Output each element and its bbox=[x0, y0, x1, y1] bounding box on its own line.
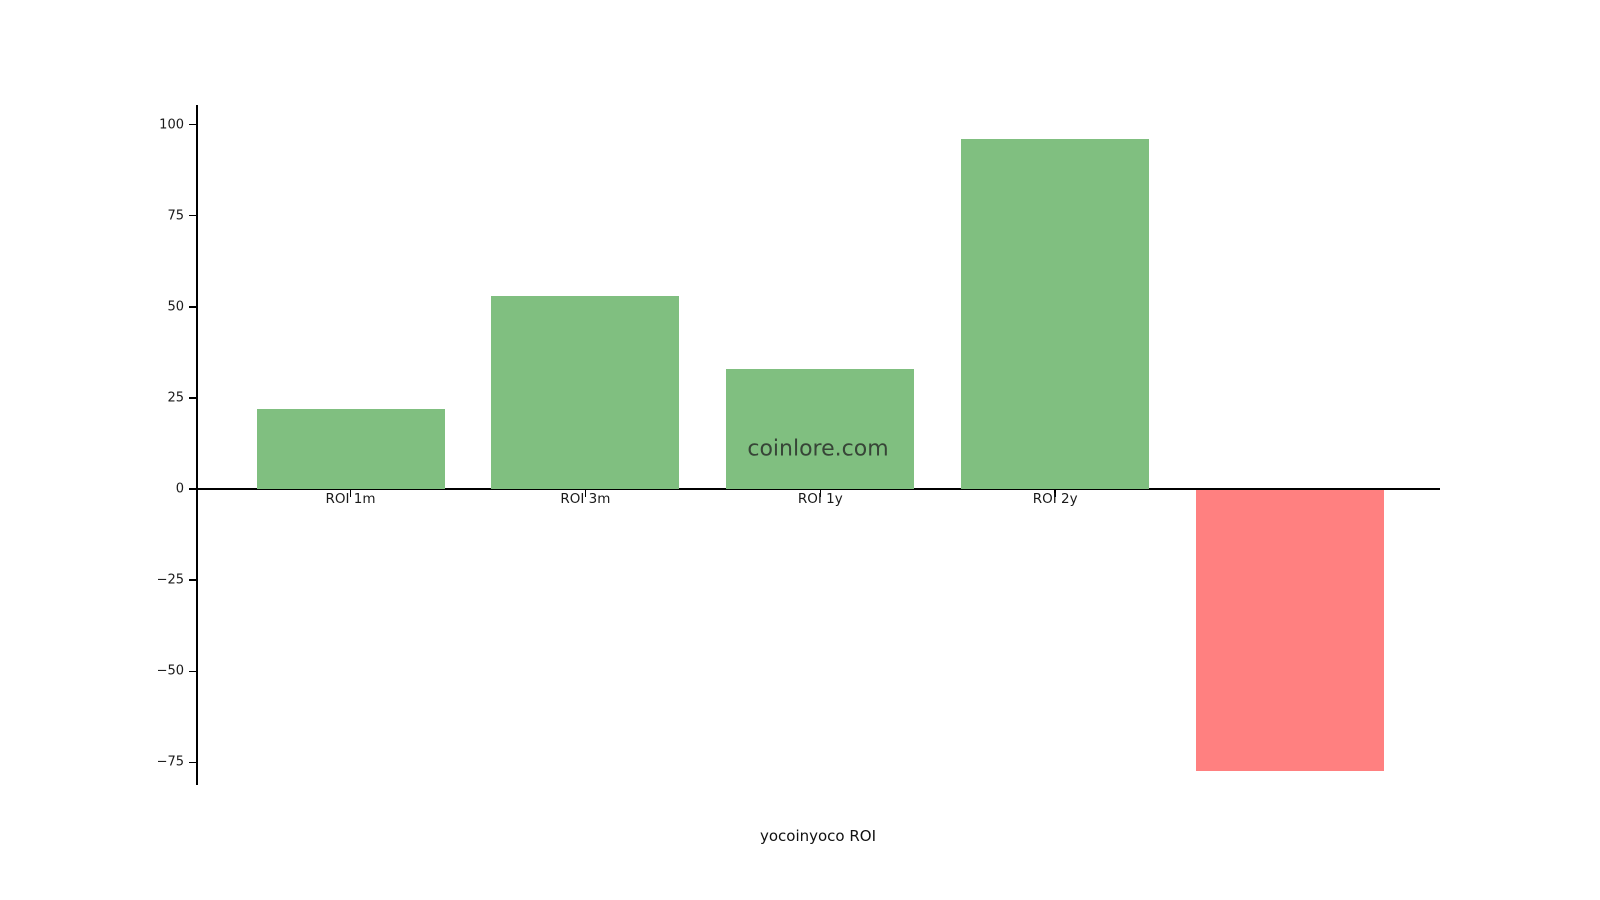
y-tick-mark bbox=[189, 123, 196, 126]
y-tick-mark bbox=[189, 670, 196, 672]
watermark-text: coinlore.com bbox=[747, 436, 889, 462]
bar-roi-3m bbox=[491, 295, 680, 490]
y-tick-mark bbox=[189, 306, 196, 308]
bar-unlabeled bbox=[1196, 489, 1384, 771]
y-tick-label: −75 bbox=[156, 754, 184, 770]
y-tick-mark bbox=[189, 488, 196, 490]
x-tick-mark bbox=[349, 489, 352, 498]
y-tick-mark bbox=[189, 215, 196, 217]
x-tick-mark bbox=[1054, 489, 1056, 498]
y-tick-label: −50 bbox=[156, 663, 184, 679]
y-tick-label: −25 bbox=[156, 572, 184, 588]
y-tick-label: 50 bbox=[167, 299, 184, 315]
x-tick-label-roi-2y: ROI 2y bbox=[1032, 490, 1078, 507]
x-tick-label-roi-1y: ROI 1y bbox=[797, 490, 843, 507]
chart-xlabel: yocoinyoco ROI bbox=[759, 827, 877, 845]
y-tick-mark bbox=[189, 397, 196, 399]
y-axis-spine bbox=[196, 105, 198, 785]
y-tick-mark bbox=[189, 579, 196, 581]
y-tick-label: 100 bbox=[159, 117, 184, 133]
x-tick-mark bbox=[819, 489, 821, 498]
y-tick-label: 75 bbox=[167, 208, 184, 224]
x-tick-label-roi-1m: ROI 1m bbox=[325, 490, 376, 507]
y-tick-label: 0 bbox=[175, 481, 184, 497]
bar-roi-1y bbox=[726, 368, 915, 490]
bar-roi-1m bbox=[256, 408, 445, 490]
x-tick-label-roi-3m: ROI 3m bbox=[560, 490, 611, 507]
bar-roi-2y bbox=[961, 139, 1150, 490]
y-tick-mark bbox=[189, 761, 196, 764]
y-tick-label: 25 bbox=[167, 390, 184, 406]
x-tick-mark bbox=[584, 489, 587, 498]
